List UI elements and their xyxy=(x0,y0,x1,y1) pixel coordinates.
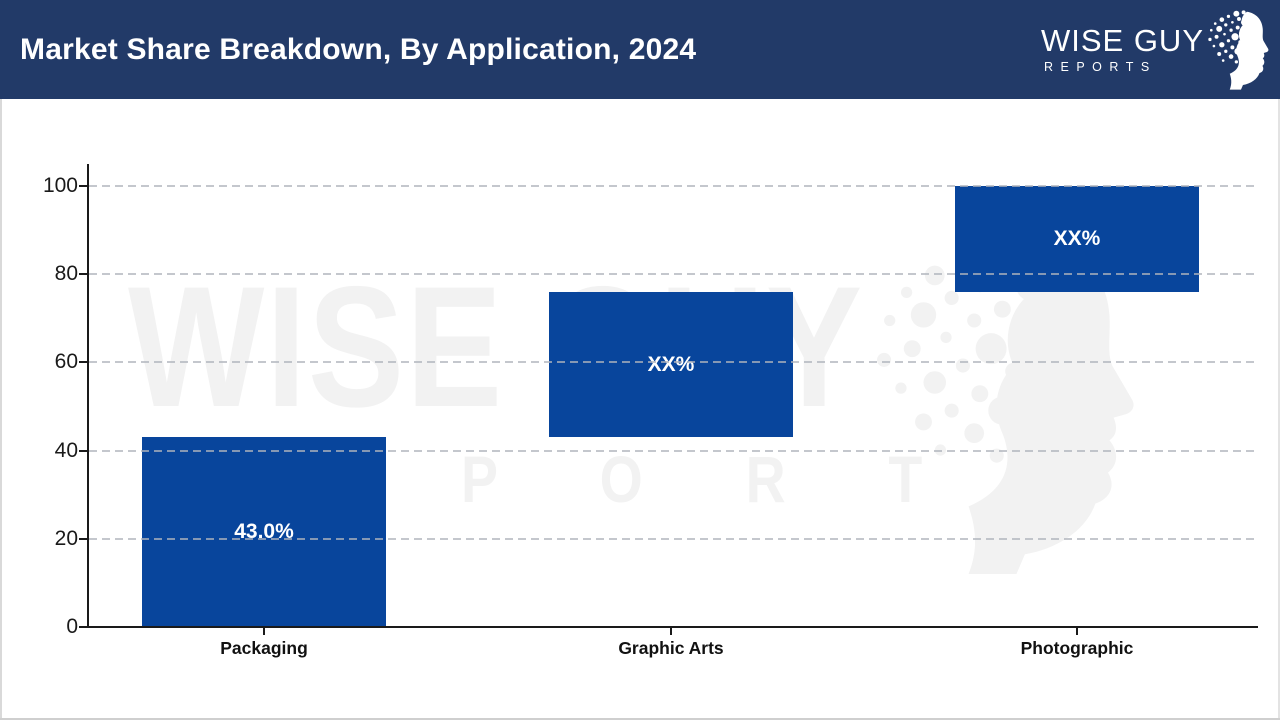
gridline-80 xyxy=(89,273,1258,276)
logo-subtitle: REPORTS xyxy=(1043,60,1157,74)
bar-photographic: XX% xyxy=(955,186,1199,292)
bar-packaging: 43.0% xyxy=(142,437,386,627)
x-tickmark-1 xyxy=(263,627,265,635)
y-tick-label-60: 60 xyxy=(54,350,78,374)
header-banner: Market Share Breakdown, By Application, … xyxy=(0,0,1280,99)
x-category-label-packaging: Packaging xyxy=(220,638,308,658)
bar-graphic-arts: XX% xyxy=(549,291,793,438)
x-axis-line xyxy=(87,626,1258,628)
x-tickmark-3 xyxy=(1076,627,1078,635)
bar-value-label: 43.0% xyxy=(234,520,294,544)
x-category-label-graphic-arts: Graphic Arts xyxy=(618,638,724,658)
y-tickmark-0 xyxy=(79,626,87,628)
dotted-head-profile-icon xyxy=(1208,9,1269,90)
y-tick-label-0: 0 xyxy=(66,615,78,638)
gridline-40 xyxy=(89,449,1258,452)
logo-text: WISE GUY REPORTS xyxy=(1041,25,1204,74)
y-tickmark-20 xyxy=(79,537,87,540)
y-tick-label-40: 40 xyxy=(54,438,78,462)
logo-wordmark: WISE GUY xyxy=(1040,23,1204,58)
y-tickmark-100 xyxy=(79,185,87,187)
bar-value-label: XX% xyxy=(1053,226,1101,250)
y-tickmark-40 xyxy=(79,449,87,452)
x-category-label-photographic: Photographic xyxy=(1020,638,1134,658)
y-tick-label-20: 20 xyxy=(54,526,78,550)
chart-title: Market Share Breakdown, By Application, … xyxy=(20,32,697,66)
y-tick-label-100: 100 xyxy=(42,174,78,197)
y-tickmark-60 xyxy=(79,361,87,364)
page-border-bottom xyxy=(0,718,1280,720)
y-tick-label-80: 80 xyxy=(54,262,78,286)
wiseguy-logo: WISE GUY REPORTS xyxy=(1041,9,1280,91)
page-border-left xyxy=(0,99,2,720)
gridline-60 xyxy=(89,361,1258,364)
y-tickmark-80 xyxy=(79,273,87,276)
gridline-100 xyxy=(89,185,1258,187)
y-axis-line xyxy=(87,164,89,628)
bar-value-label: XX% xyxy=(647,352,695,376)
gridline-20 xyxy=(89,537,1258,540)
x-tickmark-2 xyxy=(670,627,672,635)
page-border-right xyxy=(1278,99,1280,720)
